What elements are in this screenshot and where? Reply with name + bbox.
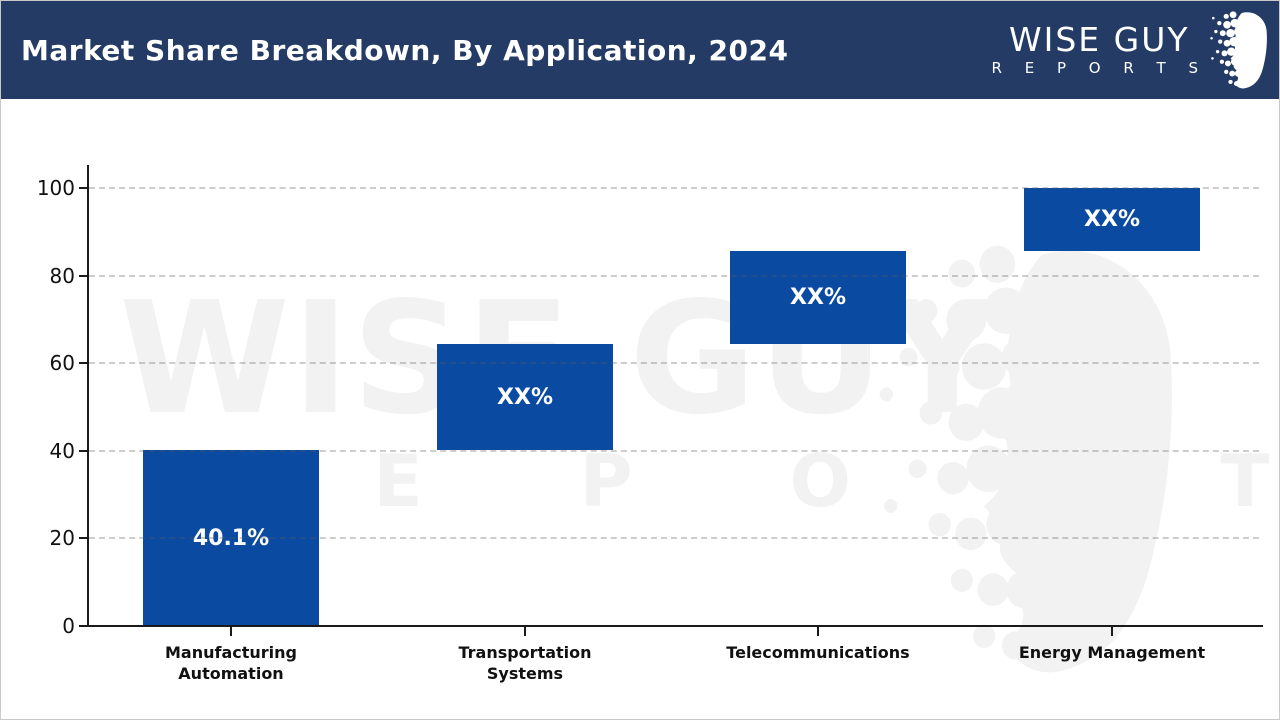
y-tick-label: 0 [62, 614, 75, 638]
x-tick-label: Manufacturing Automation [165, 643, 297, 683]
y-axis-spine [87, 165, 89, 627]
gridline-100 [89, 187, 1259, 189]
logo-text: WISE GUY R E P O R T S [991, 20, 1207, 78]
bar-energy-management: XX% [1024, 188, 1200, 251]
y-tick-label: 60 [49, 351, 75, 376]
dotted-head-profile-icon [1209, 8, 1271, 92]
y-tick-mark [79, 625, 87, 627]
gridline-20 [89, 537, 1259, 540]
bar-value-label: XX% [1084, 206, 1140, 232]
x-tick-mark [230, 627, 232, 636]
header-bar: Market Share Breakdown, By Application, … [1, 1, 1279, 99]
bar-value-label: XX% [790, 284, 846, 310]
bar-manufacturing-automation: 40.1% [143, 450, 319, 626]
x-tick-mark [1111, 627, 1113, 636]
y-tick-label: 20 [49, 526, 75, 551]
wise-guy-reports-logo: WISE GUY R E P O R T S [991, 8, 1279, 92]
x-tick-label: Energy Management [1018, 643, 1206, 662]
y-tick-mark [79, 537, 87, 540]
bar-transportation-systems: XX% [437, 344, 613, 451]
x-tick-mark [817, 627, 819, 636]
x-tick-label: Telecommunications [726, 643, 910, 662]
gridline-80 [89, 274, 1259, 277]
x-axis-spine [87, 625, 1263, 627]
watermark-head-profile-icon [873, 227, 1193, 692]
bar-value-label: 40.1% [192, 525, 270, 551]
logo-wordmark: WISE GUY [1008, 20, 1190, 59]
page-title: Market Share Breakdown, By Application, … [21, 33, 789, 67]
bar-telecommunications: XX% [730, 250, 906, 345]
gridline-40 [89, 449, 1259, 452]
gridline-60 [89, 362, 1259, 365]
logo-subtitle: R E P O R T S [991, 59, 1207, 77]
y-tick-label: 40 [49, 438, 75, 463]
y-tick-label: 80 [49, 263, 75, 288]
bar-value-label: XX% [497, 384, 553, 410]
y-tick-mark [79, 362, 87, 365]
y-tick-mark [79, 449, 87, 452]
x-tick-label: Transportation Systems [458, 643, 592, 683]
y-tick-mark [79, 187, 87, 189]
y-tick-mark [79, 274, 87, 277]
x-tick-mark [524, 627, 526, 636]
y-tick-label: 100 [36, 176, 75, 200]
